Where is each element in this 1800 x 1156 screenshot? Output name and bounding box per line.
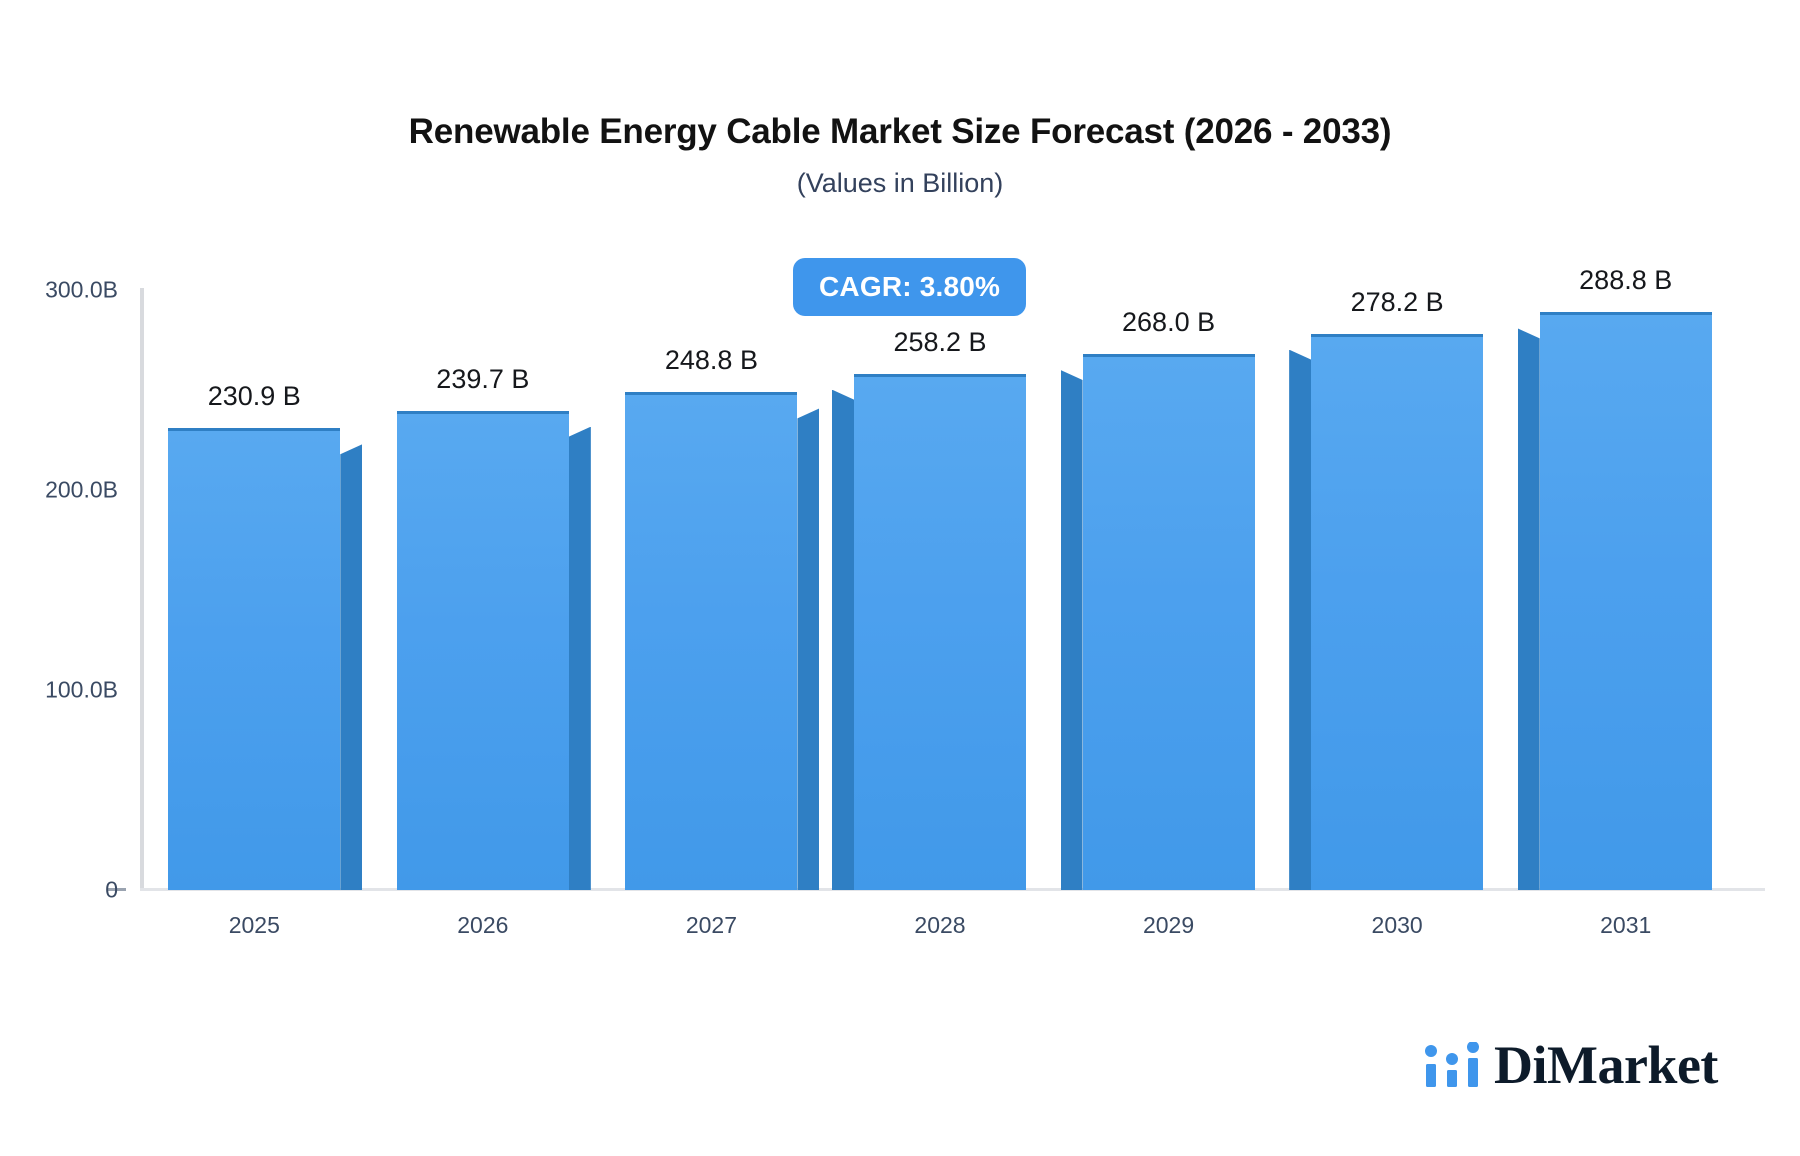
bar-front-face [168,428,341,890]
bar-chart-icon [1425,1042,1479,1087]
y-axis-zero-tick [108,888,126,891]
bar[interactable]: 288.8 B [1517,265,1712,890]
bar-value-label: 258.2 B [893,326,987,357]
bar-side-face [568,426,591,890]
x-axis-tick-label: 2028 [914,912,966,938]
bar-front-face [396,410,569,890]
bar-value-label: 268.0 B [1122,307,1216,337]
bar-front-face [625,392,798,890]
x-axis-tick-label: 2026 [457,912,509,938]
bar-front-face [1539,312,1712,890]
bar-value-label: 239.7 B [436,363,530,394]
bar[interactable]: 258.2 B [832,327,1026,890]
x-axis-tick-label: 2030 [1371,912,1423,938]
bar-value-label: 248.8 B [664,345,758,376]
bar-side-face [832,389,854,890]
bar-side-face [1289,349,1312,890]
x-axis-tick-label: 2029 [1142,912,1195,938]
bar-value-label: 278.2 B [1350,286,1444,317]
x-axis-tick-label: 2031 [1600,912,1652,938]
chart-subtitle: (Values in Billion) [796,168,1004,198]
x-axis-tick-label: 2027 [685,912,738,938]
bar-front-face [1311,333,1484,890]
bar-front-face [1082,354,1255,890]
y-axis-tick-label: 0 [105,876,118,903]
x-axis-tick-label: 2025 [228,912,280,938]
bar[interactable]: 268.0 B [1060,307,1255,890]
bar-value-label: 288.8 B [1579,265,1673,296]
bar-value-label: 230.9 B [207,381,301,412]
y-axis-tick-label: 100.0B [45,676,118,703]
chart-title: Renewable Energy Cable Market Size Forec… [408,112,1392,151]
y-axis-tick-label: 300.0B [45,276,118,303]
bar-side-face [1517,328,1540,890]
bar[interactable]: 278.2 B [1289,287,1484,890]
dimarket-logo: DiMarket [1424,1038,1718,1092]
bar-side-face [797,408,820,890]
bar[interactable]: 230.9 B [168,381,363,890]
logo-text: DiMarket [1494,1035,1718,1095]
bar-front-face [854,373,1026,890]
y-axis-tick-label: 200.0B [45,476,118,503]
bar-side-face [1060,370,1083,890]
bar-side-face [340,444,363,890]
bar[interactable]: 239.7 B [396,364,591,890]
cagr-badge: CAGR: 3.80% [793,258,1027,316]
y-axis-tick-labels: 0 100.0B 200.0B 300.0B [0,0,118,1156]
y-axis-line [140,288,144,890]
bar[interactable]: 248.8 B [625,345,820,890]
plot-area: 230.9 B 239.7 B 248.8 B 258.2 B 268.0 B 278.2… [140,265,1740,890]
